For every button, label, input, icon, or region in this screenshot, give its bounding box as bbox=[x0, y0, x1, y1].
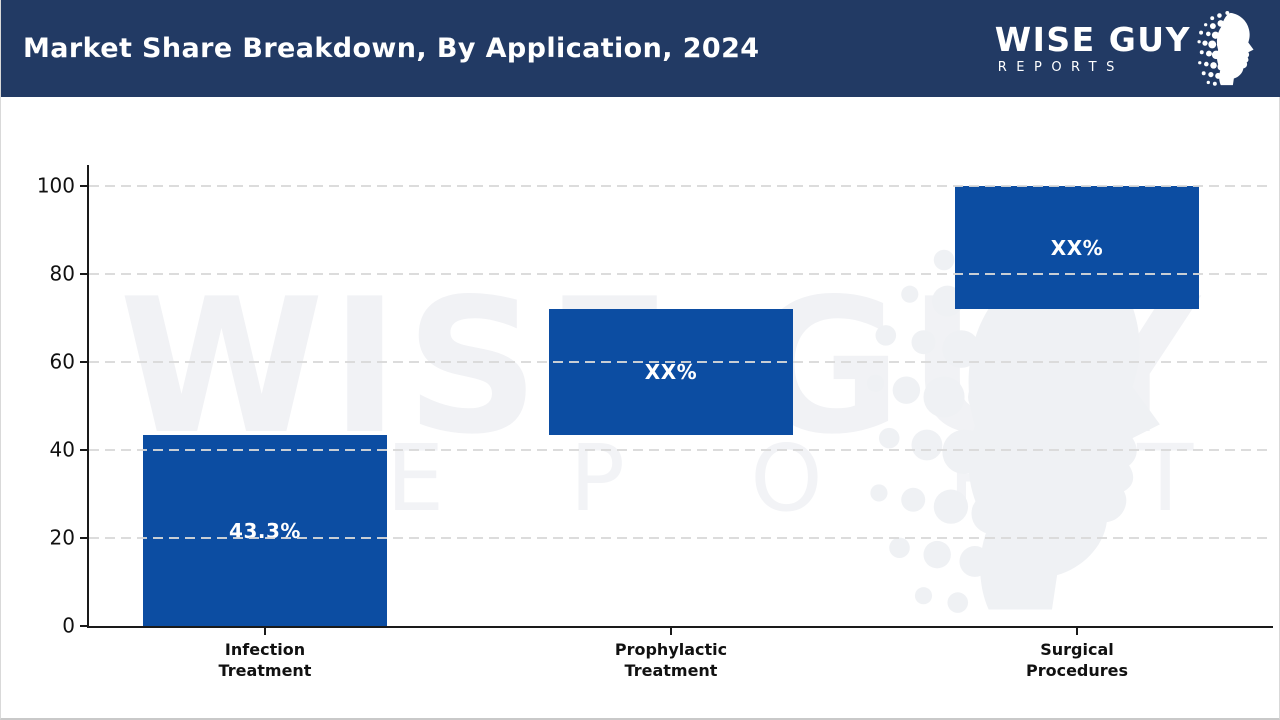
logo-wordmark: WISE GUY bbox=[994, 20, 1191, 59]
gridline-80 bbox=[89, 273, 1273, 275]
x-axis-spine bbox=[87, 626, 1273, 628]
y-tick-mark-20 bbox=[80, 537, 87, 539]
y-axis-spine bbox=[87, 165, 89, 628]
header: Market Share Breakdown, By Application, … bbox=[1, 0, 1280, 97]
x-axis-label-3: Surgical Procedures bbox=[1025, 640, 1129, 680]
x-axis-label-1: Infection Treatment bbox=[218, 640, 312, 680]
gridline-60 bbox=[89, 361, 1273, 363]
bar-value-label-1: 43.3% bbox=[229, 518, 301, 543]
y-tick-mark-100 bbox=[80, 185, 87, 187]
y-tick-label-60: 60 bbox=[49, 349, 75, 374]
logo-text: WISE GUY REPORTS bbox=[995, 23, 1191, 74]
y-tick-label-80: 80 bbox=[49, 261, 75, 286]
bar-1: 43.3% bbox=[143, 435, 387, 626]
x-axis-label-2: Prophylactic Treatment bbox=[614, 640, 728, 680]
waterfall-chart: 0 20 40 60 80 100 43.3% Infection Treatment XX% Pr… bbox=[37, 165, 1273, 680]
bar-value-label-3: XX% bbox=[1050, 235, 1104, 260]
bar-value-label-2: XX% bbox=[644, 360, 698, 385]
y-tick-label-40: 40 bbox=[49, 437, 75, 462]
page-title: Market Share Breakdown, By Application, … bbox=[23, 33, 760, 64]
bar-2: XX% bbox=[549, 309, 793, 436]
gridline-20 bbox=[89, 537, 1273, 539]
y-tick-label-0: 0 bbox=[62, 613, 75, 638]
y-tick-label-100: 100 bbox=[36, 173, 75, 198]
x-tick-mark-3 bbox=[1076, 628, 1078, 635]
y-tick-mark-0 bbox=[80, 625, 87, 627]
wiseguy-logo: WISE GUY REPORTS bbox=[995, 9, 1263, 89]
x-tick-mark-1 bbox=[264, 628, 266, 635]
y-tick-label-20: 20 bbox=[49, 525, 75, 550]
y-tick-mark-80 bbox=[80, 273, 87, 275]
logo-head-icon bbox=[1189, 9, 1263, 89]
gridline-100 bbox=[89, 185, 1273, 187]
x-tick-mark-2 bbox=[670, 628, 672, 635]
y-tick-mark-40 bbox=[80, 449, 87, 451]
y-tick-mark-60 bbox=[80, 361, 87, 363]
bar-3: XX% bbox=[955, 186, 1199, 310]
gridline-40 bbox=[89, 449, 1273, 451]
logo-subtext: REPORTS bbox=[997, 60, 1124, 75]
